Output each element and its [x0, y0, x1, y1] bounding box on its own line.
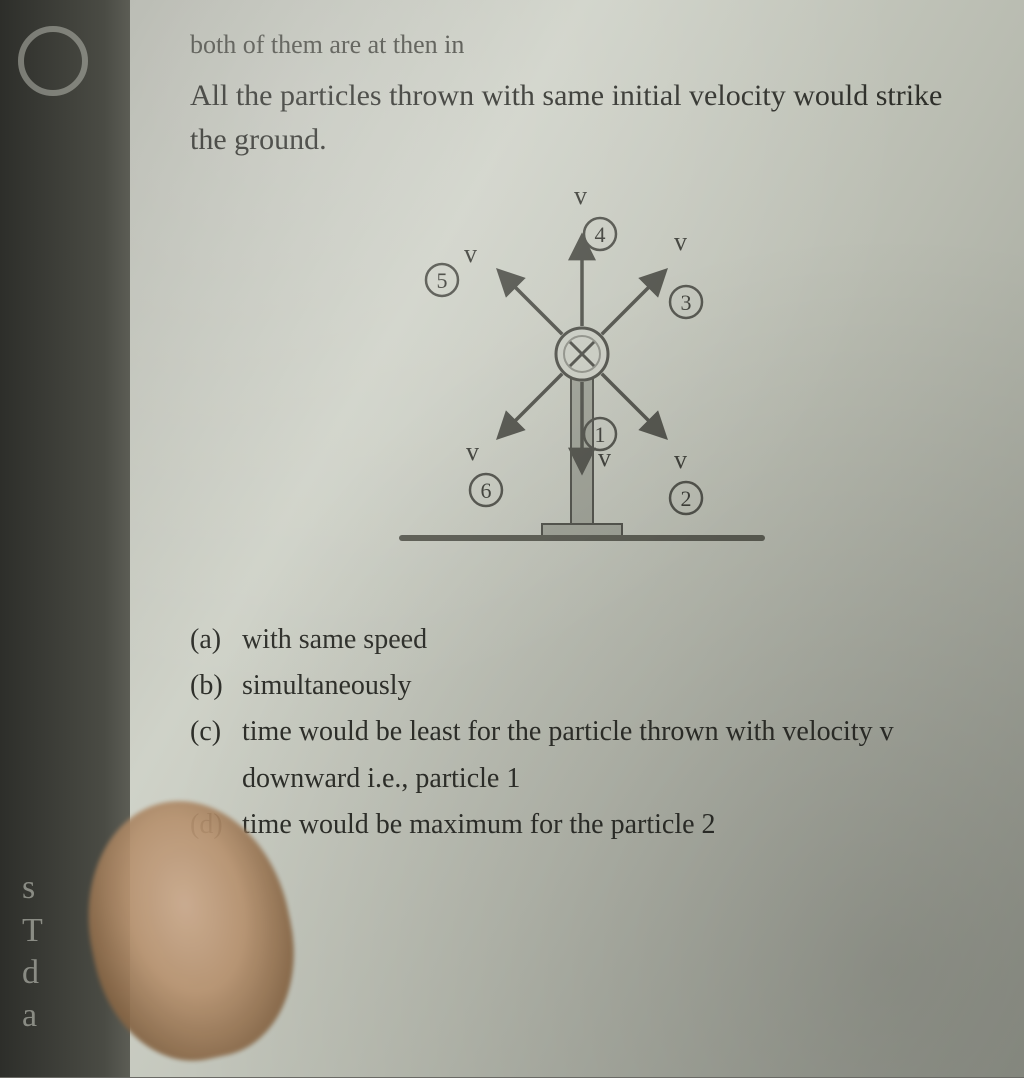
option-tag: (d): [190, 802, 242, 848]
option-c: (c) time would be least for the particle…: [190, 709, 974, 801]
options-list: (a) with same speed (b) simultaneously (…: [190, 617, 974, 848]
left-margin-strip: s T d a: [0, 0, 130, 1077]
svg-text:v: v: [466, 437, 479, 466]
edge-glyph: T: [22, 910, 43, 953]
corner-ring-fragment: [18, 26, 88, 96]
svg-text:v: v: [674, 227, 687, 256]
option-tag: (c): [190, 709, 242, 801]
question-stem: All the particles thrown with same initi…: [190, 74, 970, 161]
option-text: time would be maximum for the particle 2: [242, 802, 716, 848]
svg-text:2: 2: [681, 486, 692, 511]
edge-glyphs: s T d a: [22, 867, 43, 1037]
svg-text:v: v: [674, 445, 687, 474]
option-b: (b) simultaneously: [190, 663, 974, 709]
svg-text:1: 1: [595, 422, 606, 447]
svg-text:3: 3: [681, 290, 692, 315]
edge-glyph: d: [22, 952, 43, 995]
option-text: simultaneously: [242, 663, 412, 709]
svg-text:6: 6: [480, 478, 491, 503]
svg-text:5: 5: [436, 268, 447, 293]
option-text: with same speed: [242, 617, 427, 663]
projectile-directions-diagram: v5v4v3v2v1v6: [367, 189, 797, 589]
option-tag: (a): [190, 617, 242, 663]
option-text: time would be least for the particle thr…: [242, 709, 974, 801]
option-d: (d) time would be maximum for the partic…: [190, 802, 974, 848]
svg-text:4: 4: [595, 222, 606, 247]
option-tag: (b): [190, 663, 242, 709]
svg-text:v: v: [464, 239, 477, 268]
option-a: (a) with same speed: [190, 617, 974, 663]
diagram-container: v5v4v3v2v1v6: [190, 189, 974, 589]
edge-glyph: s: [22, 867, 43, 910]
svg-text:v: v: [574, 189, 587, 210]
edge-glyph: a: [22, 995, 43, 1038]
previous-line-fragment: both of them are at then in: [190, 30, 974, 60]
page-surface: both of them are at then in All the part…: [130, 0, 1024, 1077]
